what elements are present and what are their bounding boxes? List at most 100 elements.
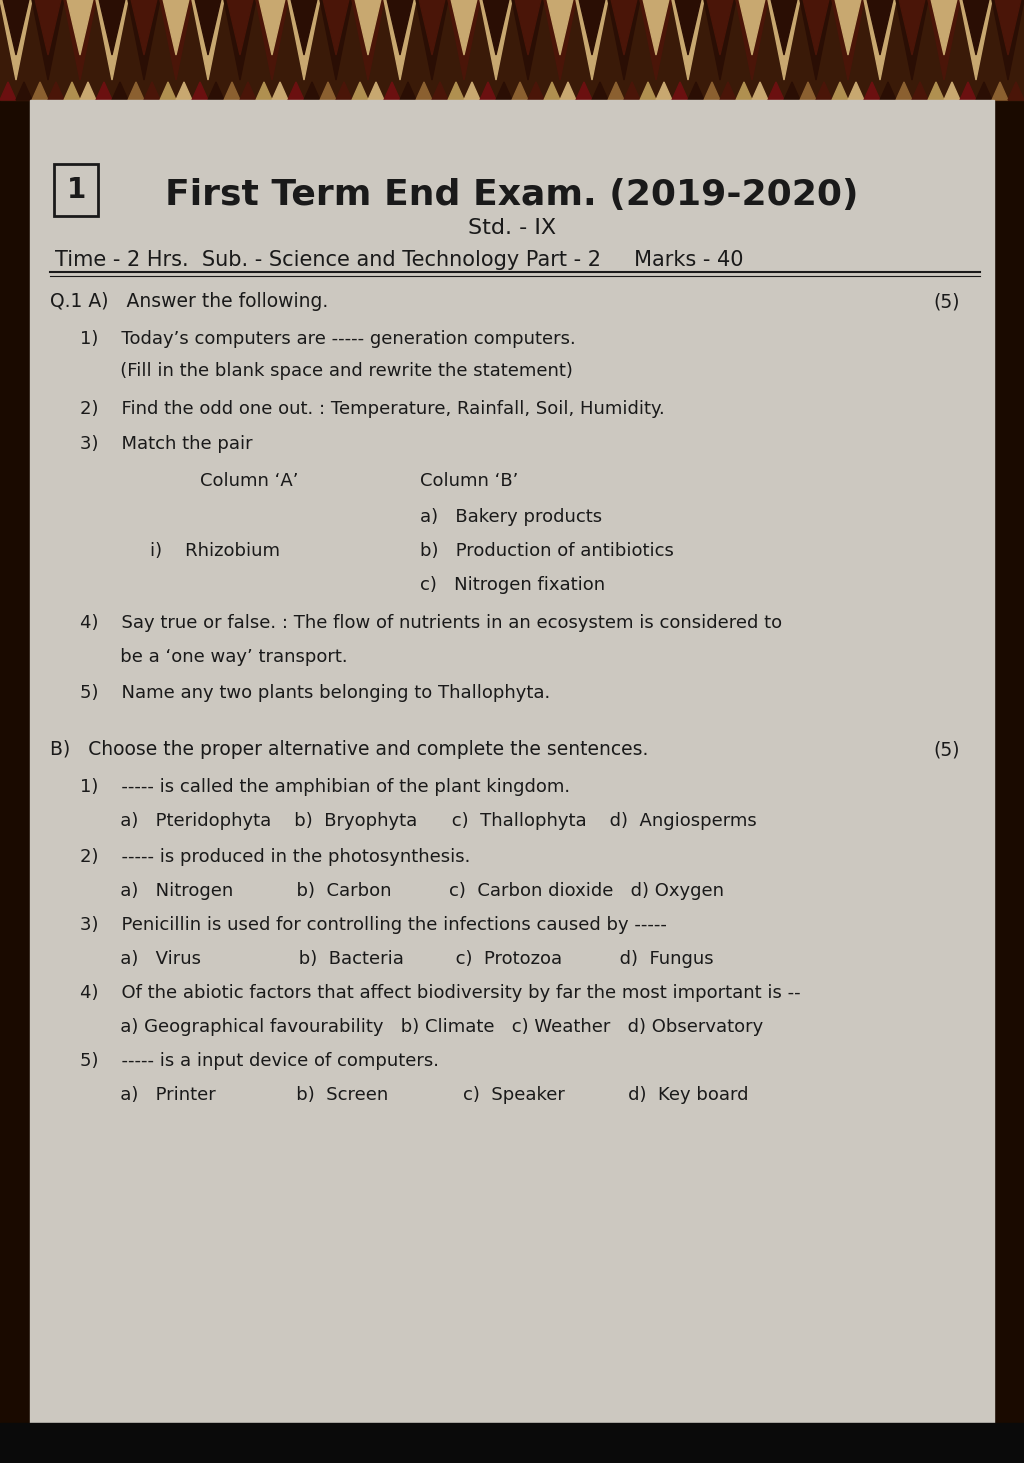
Polygon shape <box>452 0 477 56</box>
Polygon shape <box>512 0 544 80</box>
Polygon shape <box>944 82 961 99</box>
Polygon shape <box>705 0 736 80</box>
Polygon shape <box>160 82 176 99</box>
Polygon shape <box>224 0 256 80</box>
Text: a)   Virus                 b)  Bacteria         c)  Protozoa          d)  Fungus: a) Virus b) Bacteria c) Protozoa d) Fung… <box>80 949 714 969</box>
Polygon shape <box>547 0 572 56</box>
Polygon shape <box>928 82 944 99</box>
Polygon shape <box>831 82 848 99</box>
Polygon shape <box>63 82 80 99</box>
Text: be a ‘one way’ transport.: be a ‘one way’ transport. <box>80 648 347 666</box>
Polygon shape <box>193 82 208 99</box>
Polygon shape <box>928 0 961 80</box>
Polygon shape <box>0 82 16 99</box>
Polygon shape <box>496 82 512 99</box>
Polygon shape <box>816 82 831 99</box>
Polygon shape <box>384 82 400 99</box>
Polygon shape <box>896 0 928 80</box>
Polygon shape <box>736 0 768 80</box>
Polygon shape <box>449 82 464 99</box>
Polygon shape <box>515 0 541 56</box>
Polygon shape <box>899 0 925 56</box>
Polygon shape <box>352 82 368 99</box>
Polygon shape <box>739 0 765 56</box>
Polygon shape <box>144 82 160 99</box>
Text: 1)    Today’s computers are ----- generation computers.: 1) Today’s computers are ----- generatio… <box>80 331 575 348</box>
Polygon shape <box>163 0 188 56</box>
Polygon shape <box>432 82 449 99</box>
Polygon shape <box>32 0 63 80</box>
Polygon shape <box>464 82 480 99</box>
Text: 1: 1 <box>67 176 86 203</box>
Polygon shape <box>624 82 640 99</box>
Polygon shape <box>611 0 637 56</box>
Polygon shape <box>867 0 893 56</box>
Polygon shape <box>400 82 416 99</box>
Polygon shape <box>931 0 956 56</box>
Polygon shape <box>272 82 288 99</box>
Polygon shape <box>912 82 928 99</box>
Polygon shape <box>771 0 797 56</box>
Text: a)   Pteridophyta    b)  Bryophyta      c)  Thallophyta    d)  Angiosperms: a) Pteridophyta b) Bryophyta c) Thalloph… <box>80 812 757 830</box>
Polygon shape <box>193 0 224 80</box>
Polygon shape <box>864 0 896 80</box>
Polygon shape <box>160 0 193 80</box>
Polygon shape <box>112 82 128 99</box>
Polygon shape <box>896 82 912 99</box>
Polygon shape <box>208 82 224 99</box>
Polygon shape <box>131 0 157 56</box>
Polygon shape <box>720 82 736 99</box>
Polygon shape <box>544 82 560 99</box>
Polygon shape <box>384 0 416 80</box>
Text: c)   Nitrogen fixation: c) Nitrogen fixation <box>420 576 605 594</box>
Polygon shape <box>304 82 319 99</box>
Polygon shape <box>336 82 352 99</box>
Polygon shape <box>63 0 96 80</box>
Polygon shape <box>288 82 304 99</box>
Text: 4)    Of the abiotic factors that affect biodiversity by far the most important : 4) Of the abiotic factors that affect bi… <box>80 985 801 1002</box>
Text: a)   Printer              b)  Screen             c)  Speaker           d)  Key b: a) Printer b) Screen c) Speaker d) Key b <box>80 1086 749 1105</box>
Bar <box>0 0 1024 99</box>
Polygon shape <box>831 0 864 80</box>
Polygon shape <box>964 0 989 56</box>
Polygon shape <box>224 82 240 99</box>
Polygon shape <box>961 82 976 99</box>
Text: Q.1 A)   Answer the following.: Q.1 A) Answer the following. <box>50 293 329 312</box>
Polygon shape <box>449 0 480 80</box>
Polygon shape <box>227 0 253 56</box>
Polygon shape <box>324 0 349 56</box>
Polygon shape <box>176 82 193 99</box>
Polygon shape <box>675 0 700 56</box>
Polygon shape <box>672 82 688 99</box>
Polygon shape <box>1008 82 1024 99</box>
Polygon shape <box>995 0 1021 56</box>
Polygon shape <box>416 82 432 99</box>
Polygon shape <box>256 0 288 80</box>
Polygon shape <box>640 82 656 99</box>
Polygon shape <box>800 0 831 80</box>
Polygon shape <box>419 0 444 56</box>
Polygon shape <box>288 0 319 80</box>
Text: Column ‘B’: Column ‘B’ <box>420 473 518 490</box>
Polygon shape <box>640 0 672 80</box>
Polygon shape <box>96 82 112 99</box>
Text: b)   Production of antibiotics: b) Production of antibiotics <box>420 541 674 560</box>
Polygon shape <box>480 0 512 80</box>
Text: (Fill in the blank space and rewrite the statement): (Fill in the blank space and rewrite the… <box>80 361 572 380</box>
Polygon shape <box>483 0 509 56</box>
Polygon shape <box>319 82 336 99</box>
Polygon shape <box>99 0 125 56</box>
Polygon shape <box>560 82 575 99</box>
Polygon shape <box>784 82 800 99</box>
Polygon shape <box>240 82 256 99</box>
Polygon shape <box>16 82 32 99</box>
Polygon shape <box>0 0 32 80</box>
Polygon shape <box>80 82 96 99</box>
Polygon shape <box>705 82 720 99</box>
Bar <box>0 1423 1024 1463</box>
Text: (5): (5) <box>934 293 961 312</box>
Polygon shape <box>416 0 449 80</box>
Text: 2)    Find the odd one out. : Temperature, Rainfall, Soil, Humidity.: 2) Find the odd one out. : Temperature, … <box>80 399 665 418</box>
Polygon shape <box>352 0 384 80</box>
Polygon shape <box>387 0 413 56</box>
